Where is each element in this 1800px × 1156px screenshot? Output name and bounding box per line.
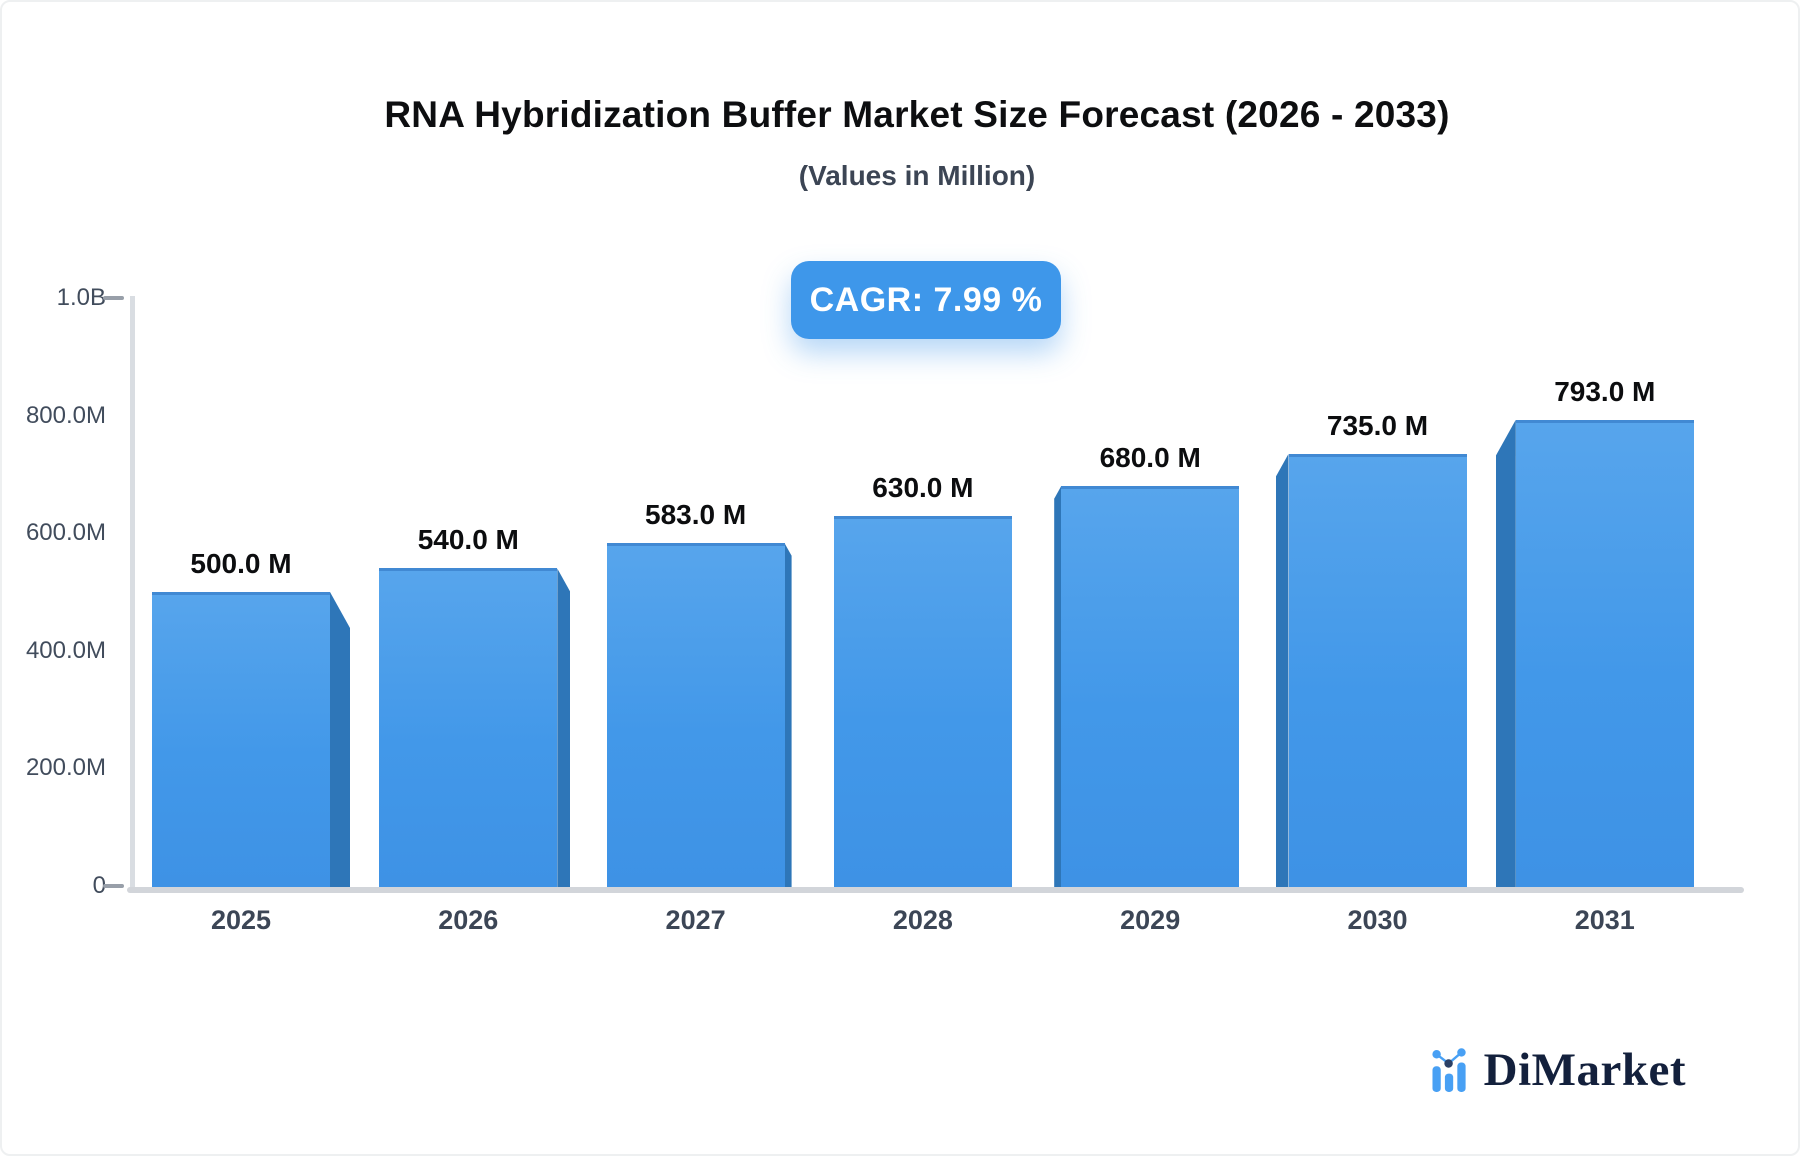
bar-side-face-2031 [1495, 419, 1516, 887]
mini-bar-line-chart-icon [1432, 1048, 1466, 1092]
x-axis-label-2031: 2031 [1574, 905, 1635, 935]
y-axis [130, 296, 135, 888]
bar-value-label-2030: 735.0 M [1326, 409, 1429, 441]
y-tick-mark [103, 884, 124, 888]
x-axis-label-2029: 2029 [1120, 905, 1181, 935]
bar-side-face-2025 [330, 592, 350, 887]
bar-2025[interactable] [152, 592, 330, 887]
bar-value-label-2027: 583.0 M [645, 499, 747, 531]
bar-side-face-2026 [557, 568, 571, 887]
bar-2026[interactable] [379, 568, 558, 887]
bar-value-label-2026: 540.0 M [417, 524, 519, 556]
bar-value-label-2029: 680.0 M [1099, 442, 1201, 474]
bar-2030[interactable] [1288, 453, 1467, 887]
chart-subtitle: (Values in Million) [798, 160, 1036, 191]
bar-2029[interactable] [1061, 486, 1240, 887]
bar-value-label-2031: 793.0 M [1554, 375, 1656, 407]
y-tick-label: 800.0M [25, 401, 106, 429]
y-tick-mark [103, 296, 124, 300]
cagr-badge: CAGR: 7.99 % [791, 261, 1061, 339]
brand-name: DiMarket [1483, 1043, 1686, 1096]
x-axis-label-2027: 2027 [665, 905, 726, 935]
bar-2028[interactable] [833, 515, 1012, 887]
x-axis [127, 887, 1744, 893]
bar-2031[interactable] [1515, 419, 1694, 887]
bar-2027[interactable] [606, 543, 785, 887]
bar-side-face-2029 [1054, 486, 1062, 887]
dimarket-logo: DiMarket [1430, 1043, 1686, 1096]
bar-value-label-2025: 500.0 M [190, 548, 292, 579]
y-tick-label: 600.0M [25, 519, 106, 547]
x-axis-label-2028: 2028 [892, 905, 953, 935]
y-tick-label: 200.0M [25, 754, 106, 782]
chart-title: RNA Hybridization Buffer Market Size For… [384, 94, 1450, 135]
x-axis-label-2025: 2025 [210, 905, 272, 935]
x-axis-label-2030: 2030 [1347, 905, 1408, 935]
bar-side-face-2030 [1275, 453, 1289, 887]
bar-value-label-2028: 630.0 M [872, 471, 974, 503]
y-tick-label: 0 [92, 872, 106, 899]
y-tick-label: 400.0M [25, 636, 106, 664]
bar-side-face-2027 [784, 543, 792, 887]
y-tick-label: 1.0B [56, 284, 106, 311]
x-axis-label-2026: 2026 [438, 905, 499, 935]
